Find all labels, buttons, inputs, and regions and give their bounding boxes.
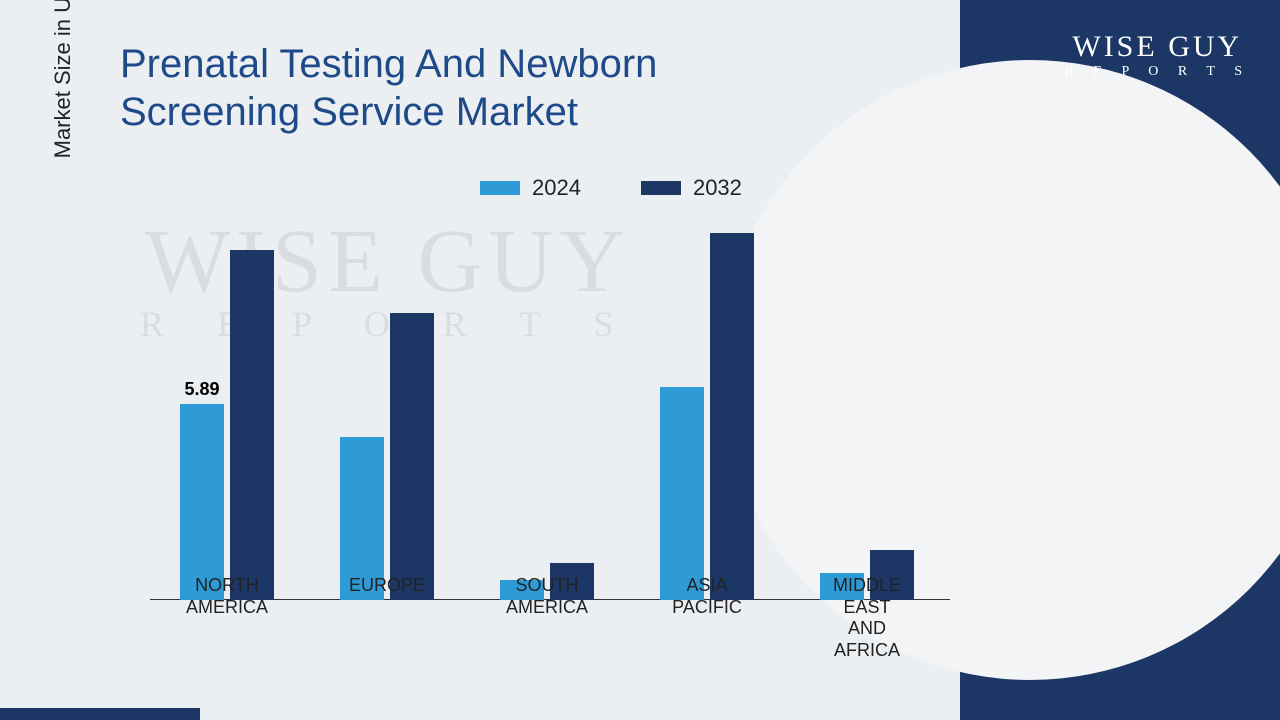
chart-title: Prenatal Testing And Newborn Screening S… (120, 40, 820, 136)
bar-group (820, 200, 914, 600)
category-label: NORTHAMERICA (152, 575, 302, 618)
plot-area: 5.89 (150, 200, 950, 600)
category-label: MIDDLEEASTANDAFRICA (792, 575, 942, 661)
bar-2032 (710, 233, 754, 600)
logo-line1: WISE GUY (1065, 30, 1250, 64)
category-label: SOUTHAMERICA (472, 575, 622, 618)
bar-group (500, 200, 594, 600)
bar-group (660, 200, 754, 600)
legend-item-2032: 2032 (641, 175, 742, 201)
bar-2024 (180, 404, 224, 600)
legend-label-1: 2024 (532, 175, 581, 201)
chart-legend: 2024 2032 (480, 175, 742, 201)
bar-group (340, 200, 434, 600)
legend-swatch-2 (641, 181, 681, 195)
footer-accent-bar (0, 708, 200, 720)
bar-chart: Market Size in USD Billion 5.89 NORTHAME… (90, 170, 950, 670)
y-axis-label: Market Size in USD Billion (50, 0, 76, 230)
legend-item-2024: 2024 (480, 175, 581, 201)
bar-group (180, 200, 274, 600)
bar-2032 (230, 250, 274, 600)
brand-logo: WISE GUY R E P O R T S (1065, 30, 1250, 80)
category-label: EUROPE (312, 575, 462, 597)
bar-value-label: 5.89 (162, 379, 242, 400)
logo-line2: R E P O R T S (1065, 64, 1250, 80)
category-label: ASIAPACIFIC (632, 575, 782, 618)
legend-swatch-1 (480, 181, 520, 195)
bar-2024 (660, 387, 704, 600)
legend-label-2: 2032 (693, 175, 742, 201)
bar-2032 (390, 313, 434, 600)
